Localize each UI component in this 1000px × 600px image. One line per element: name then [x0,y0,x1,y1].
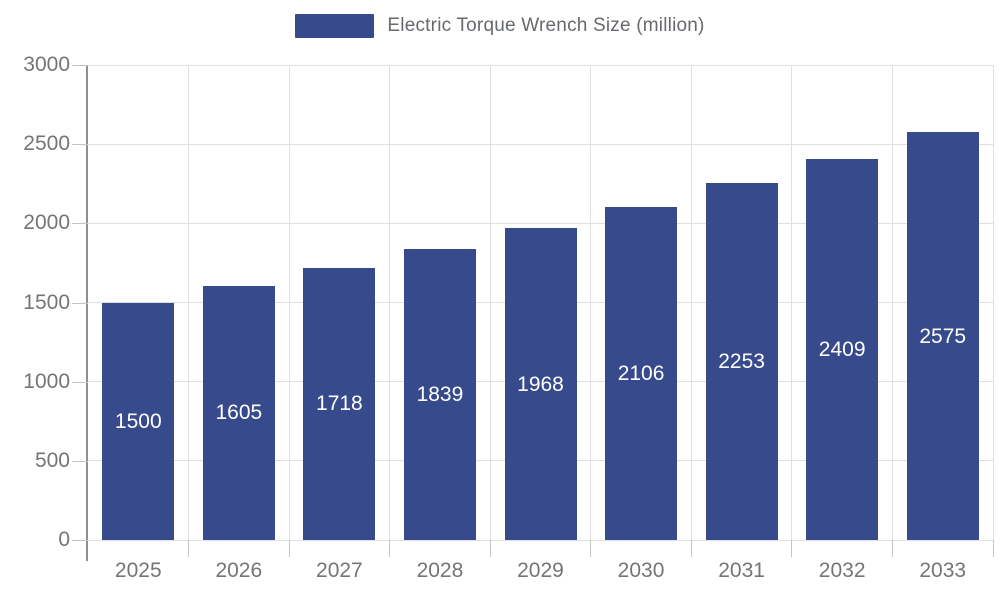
bar-value-label: 2253 [718,350,765,374]
h-gridline [88,64,993,66]
y-axis-line [86,65,88,561]
h-gridline [88,143,993,145]
y-axis-tick-label: 500 [34,448,70,472]
x-axis-tick-label: 2032 [818,559,866,582]
x-axis-tick-label: 2033 [919,559,967,582]
v-gridline [791,65,793,540]
v-gridline [690,65,692,540]
y-axis-tick-label: 0 [58,528,70,551]
h-gridline [88,539,993,541]
y-axis-tick-label: 1500 [23,290,70,314]
x-axis-tick-label: 2028 [416,559,464,582]
y-axis-tick [72,223,88,225]
x-axis-tick [690,540,692,557]
x-axis-tick [590,540,592,557]
x-axis-tick-label: 2026 [215,559,263,582]
bar-value-label: 2575 [919,324,967,348]
legend-swatch[interactable] [295,14,375,38]
x-axis-tick [791,540,793,557]
y-axis-tick [72,65,88,66]
x-axis-tick [389,540,391,557]
bar-2026: 1605 [202,285,275,540]
legend: Electric Torque Wrench Size (million) [0,14,1000,38]
y-axis-tick [72,302,88,304]
bar-value-label: 1500 [114,409,162,433]
y-axis-tick-label: 2500 [23,132,70,156]
bar-value-label: 2409 [818,337,866,361]
x-axis-tick-label: 2031 [718,559,765,582]
bar-value-label: 1718 [316,392,363,416]
y-axis-tick [72,144,88,146]
x-axis-tick [891,540,893,557]
bar-2029: 1968 [504,228,577,540]
bar-2032: 2409 [806,158,879,540]
y-axis-tick-label: 1000 [23,369,70,393]
bar-2028: 1839 [403,248,476,540]
bar-2030: 2106 [605,206,678,540]
bar-2033: 2575 [906,132,979,540]
x-axis-tick-label: 2029 [517,559,564,582]
y-axis-tick [72,381,88,383]
v-gridline [590,65,592,540]
y-axis-tick [72,460,88,462]
bar-value-label: 1839 [416,382,464,406]
legend-label[interactable]: Electric Torque Wrench Size (million) [387,15,705,36]
x-axis-tick [188,540,190,557]
v-gridline [389,65,391,540]
x-axis-tick-label: 2030 [617,559,665,582]
x-axis-tick-label: 2027 [316,559,363,582]
bar-value-label: 2106 [617,361,665,385]
v-gridline [891,65,893,540]
y-axis-tick-label: 2000 [23,211,70,235]
bar-2031: 2253 [705,183,778,540]
v-gridline [489,65,491,540]
y-axis-tick-label: 3000 [23,53,70,76]
v-gridline [288,65,290,540]
v-gridline [992,65,994,540]
plot-area: 1500 1605 1718 1839 1968 2106 2253 2409 2575 [88,64,994,541]
bar-2027: 1718 [303,267,376,540]
bar-value-label: 1968 [517,372,564,396]
x-axis-tick [489,540,491,557]
bar-2025: 1500 [102,302,175,540]
y-axis-tick [72,540,88,541]
x-axis-tick-label: 2025 [114,559,162,582]
bar-value-label: 1605 [215,401,263,425]
x-axis-tick [288,540,290,557]
v-gridline [188,65,190,540]
h-gridline [88,222,993,224]
x-axis-tick [992,540,994,557]
